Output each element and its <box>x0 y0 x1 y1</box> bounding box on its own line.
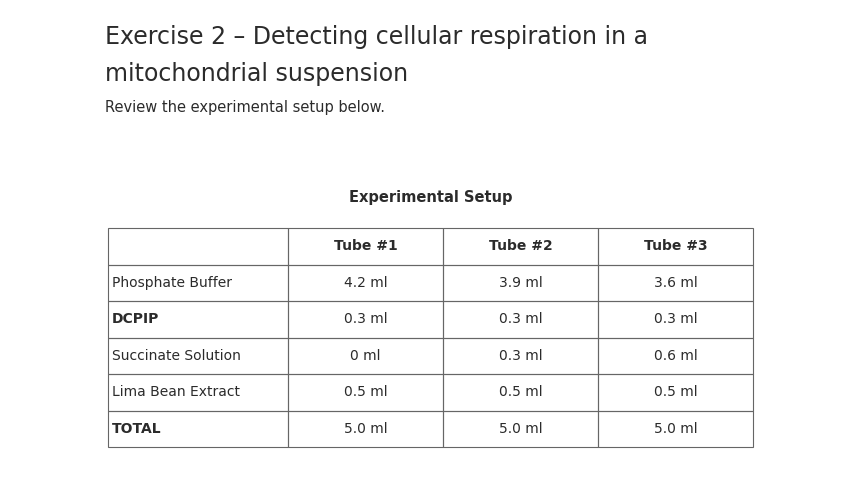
Text: Experimental Setup: Experimental Setup <box>348 190 512 205</box>
Text: Lima Bean Extract: Lima Bean Extract <box>112 385 240 399</box>
Text: 0.5 ml: 0.5 ml <box>653 385 697 399</box>
Text: DCPIP: DCPIP <box>112 312 159 326</box>
Text: mitochondrial suspension: mitochondrial suspension <box>105 62 408 86</box>
Text: 0.3 ml: 0.3 ml <box>498 349 543 363</box>
Bar <box>443 301 598 337</box>
Bar <box>288 374 443 410</box>
Text: 5.0 ml: 5.0 ml <box>343 422 388 436</box>
Bar <box>108 374 288 410</box>
Bar <box>288 228 443 264</box>
Bar <box>443 374 598 410</box>
Text: Exercise 2 – Detecting cellular respiration in a: Exercise 2 – Detecting cellular respirat… <box>105 25 648 49</box>
Text: 5.0 ml: 5.0 ml <box>653 422 697 436</box>
Bar <box>108 301 288 337</box>
Bar <box>443 264 598 301</box>
Text: 4.2 ml: 4.2 ml <box>343 276 388 290</box>
Text: 0.5 ml: 0.5 ml <box>343 385 388 399</box>
Text: Tube #3: Tube #3 <box>644 239 707 253</box>
Bar <box>443 228 598 264</box>
Bar <box>108 410 288 447</box>
Text: 0.6 ml: 0.6 ml <box>653 349 698 363</box>
Text: 5.0 ml: 5.0 ml <box>498 422 543 436</box>
Text: Succinate Solution: Succinate Solution <box>112 349 241 363</box>
Bar <box>443 337 598 374</box>
Bar <box>288 337 443 374</box>
Text: 0.3 ml: 0.3 ml <box>343 312 388 326</box>
Text: 0 ml: 0 ml <box>350 349 381 363</box>
Text: Tube #1: Tube #1 <box>334 239 397 253</box>
Bar <box>598 374 753 410</box>
Text: 0.5 ml: 0.5 ml <box>498 385 543 399</box>
Text: 3.9 ml: 3.9 ml <box>498 276 543 290</box>
Text: TOTAL: TOTAL <box>112 422 162 436</box>
Text: 0.3 ml: 0.3 ml <box>653 312 697 326</box>
Bar <box>598 264 753 301</box>
Bar <box>443 410 598 447</box>
Text: 0.3 ml: 0.3 ml <box>498 312 543 326</box>
Bar <box>288 410 443 447</box>
Bar <box>108 337 288 374</box>
Bar <box>598 410 753 447</box>
Bar <box>108 264 288 301</box>
Bar <box>108 228 288 264</box>
Text: 3.6 ml: 3.6 ml <box>653 276 698 290</box>
Text: Tube #2: Tube #2 <box>489 239 552 253</box>
Bar <box>288 264 443 301</box>
Bar <box>598 228 753 264</box>
Bar <box>598 301 753 337</box>
Text: Review the experimental setup below.: Review the experimental setup below. <box>105 100 385 115</box>
Bar <box>288 301 443 337</box>
Bar <box>598 337 753 374</box>
Text: Phosphate Buffer: Phosphate Buffer <box>112 276 232 290</box>
